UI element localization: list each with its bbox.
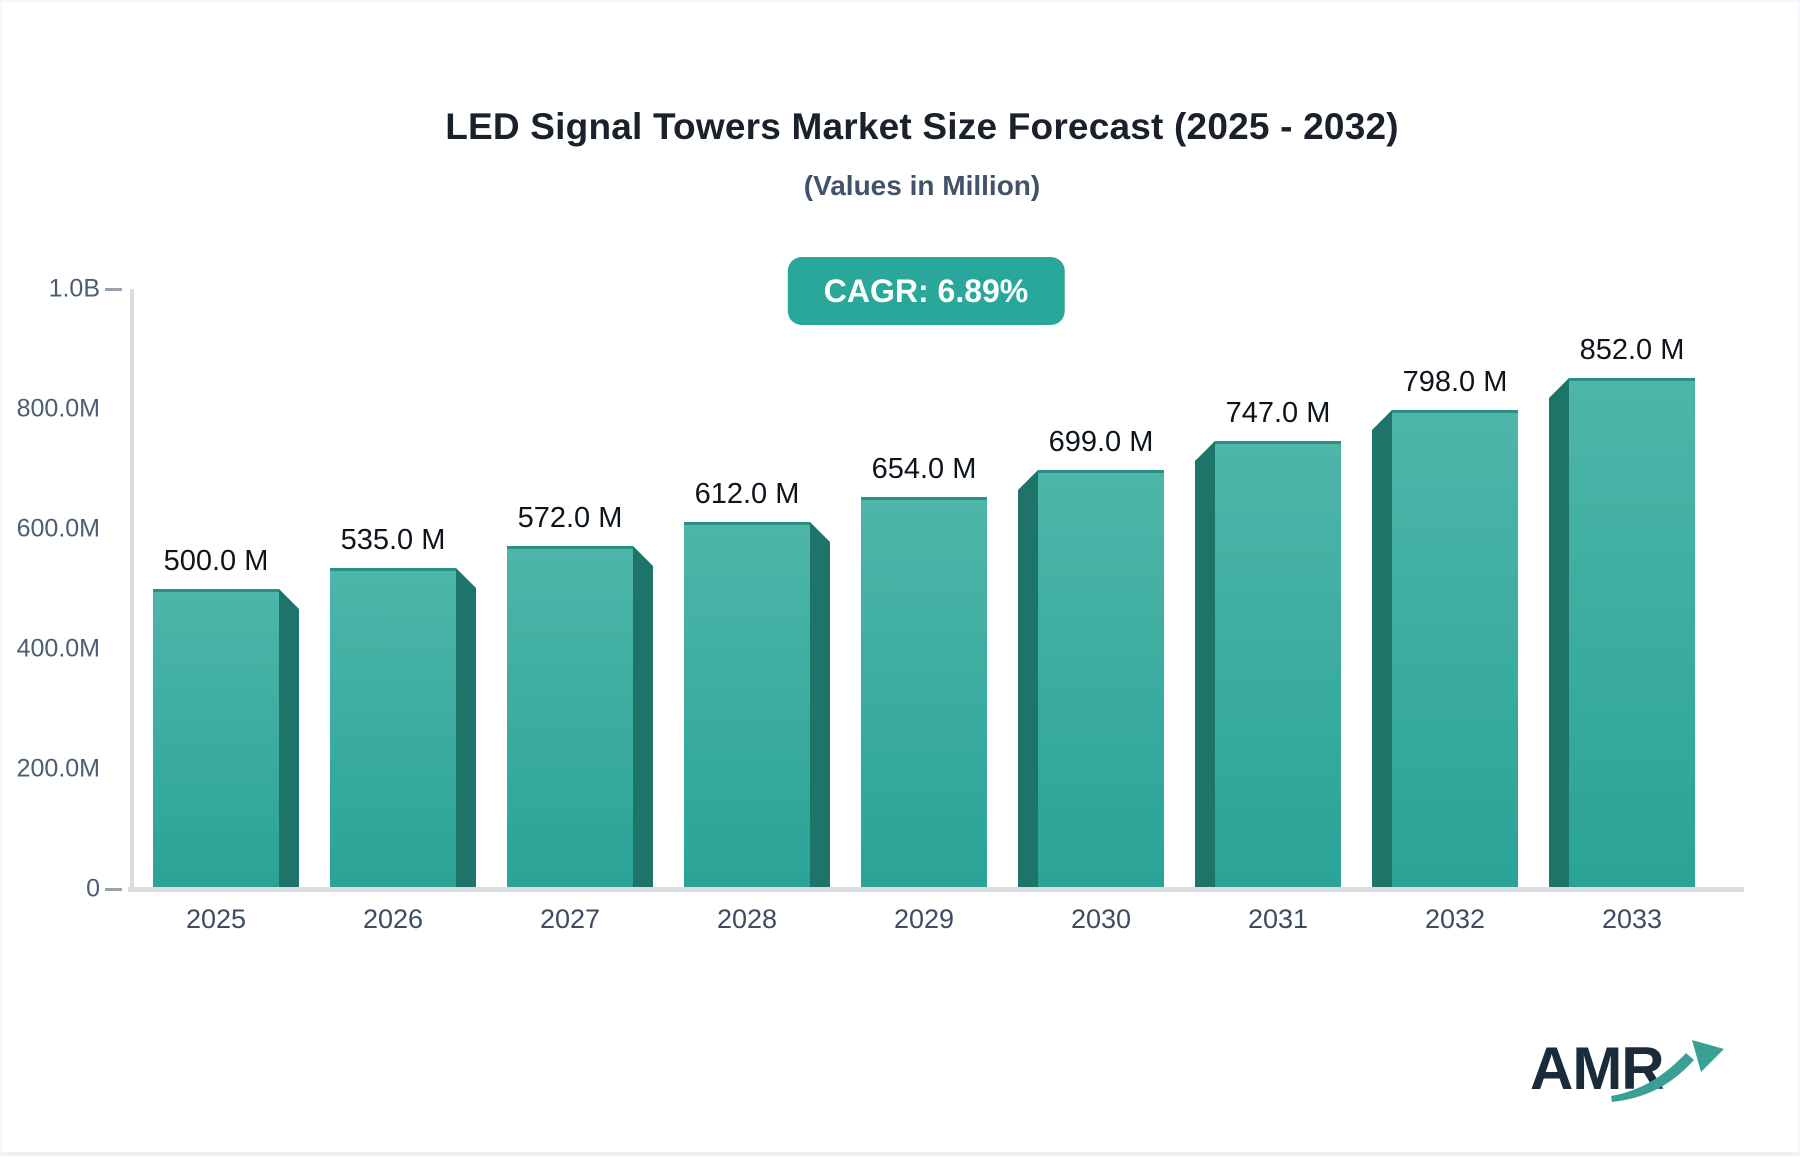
x-axis-tick-label: 2031 xyxy=(1247,904,1309,934)
bar-value-label: 612.0 M xyxy=(694,478,800,510)
bar-2026 xyxy=(330,568,456,889)
y-axis-tick-label: 200.0M xyxy=(16,754,100,783)
bar-value-label: 852.0 M xyxy=(1579,334,1685,366)
bar-2027 xyxy=(507,546,633,889)
bar-2028 xyxy=(684,522,810,889)
bar-side-face xyxy=(1018,470,1038,889)
bar-side-face xyxy=(456,568,476,889)
y-axis-tick-mark xyxy=(105,888,122,891)
y-axis-line xyxy=(130,289,134,891)
x-axis-tick-label: 2030 xyxy=(1070,904,1132,934)
x-axis-tick-label: 2032 xyxy=(1424,904,1486,934)
y-axis-tick-label: 400.0M xyxy=(16,634,100,663)
bar-side-face xyxy=(633,546,653,889)
bar-side-face xyxy=(1549,378,1569,889)
bar-2025 xyxy=(153,589,279,889)
bar-value-label: 747.0 M xyxy=(1225,397,1331,429)
x-axis-tick-label: 2026 xyxy=(362,904,424,934)
x-axis-tick-label: 2029 xyxy=(893,904,955,934)
x-axis-tick-label: 2028 xyxy=(716,904,778,934)
bar-value-label: 572.0 M xyxy=(517,502,623,534)
bar-value-label: 535.0 M xyxy=(340,524,446,556)
bar-side-face xyxy=(279,589,299,889)
y-axis-tick-label: 0 xyxy=(86,874,100,903)
bar-value-label: 654.0 M xyxy=(871,453,977,485)
bar-2030 xyxy=(1038,470,1164,889)
amr-logo: AMR xyxy=(1530,1034,1730,1114)
x-axis-tick-label: 2027 xyxy=(539,904,601,934)
cagr-badge: CAGR: 6.89% xyxy=(787,257,1065,325)
bar-value-label: 798.0 M xyxy=(1402,366,1508,398)
growth-arrow-icon xyxy=(1611,1040,1724,1102)
bar-2032 xyxy=(1392,410,1518,889)
x-axis-tick-label: 2025 xyxy=(185,904,247,934)
bar-2029 xyxy=(861,497,987,889)
bar-value-label: 500.0 M xyxy=(163,545,269,577)
bar-side-face xyxy=(1195,441,1215,889)
x-axis-line xyxy=(128,887,1744,892)
x-axis-tick-label: 2033 xyxy=(1601,904,1663,934)
bar-2033 xyxy=(1569,378,1695,889)
bar-side-face xyxy=(810,522,830,889)
y-axis-tick-label: 600.0M xyxy=(16,514,100,543)
bar-2031 xyxy=(1215,441,1341,889)
chart-subtitle: (Values in Million) xyxy=(803,170,1041,201)
y-axis-tick-label: 1.0B xyxy=(48,274,100,303)
y-axis-tick-label: 800.0M xyxy=(16,394,100,423)
chart-title: LED Signal Towers Market Size Forecast (… xyxy=(445,106,1399,147)
bar-value-label: 699.0 M xyxy=(1048,426,1154,458)
y-axis-tick-mark xyxy=(105,288,122,291)
bar-side-face xyxy=(1372,410,1392,889)
